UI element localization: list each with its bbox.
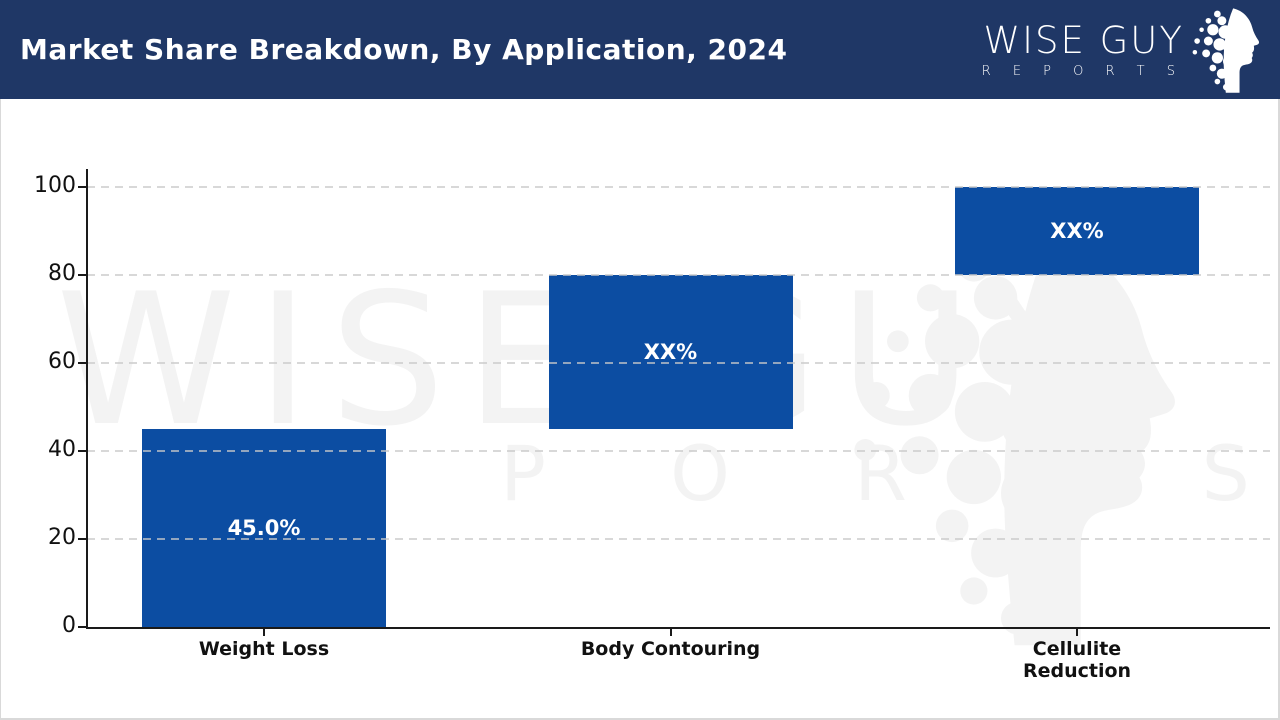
- header-banner: Market Share Breakdown, By Application, …: [0, 0, 1280, 99]
- y-tick-label: 0: [62, 613, 76, 638]
- wiseguy-logo: WISE GUY R E P O R T S: [982, 5, 1280, 95]
- x-tick-mark: [1076, 629, 1078, 636]
- grid-line: [87, 186, 1270, 188]
- y-tick-label: 60: [48, 349, 76, 374]
- x-tick-label: Cellulite Reduction: [1022, 638, 1132, 682]
- x-tick-mark: [669, 629, 672, 636]
- x-axis-line: [86, 627, 1270, 629]
- logo-subtitle: R E P O R T S: [981, 63, 1184, 79]
- y-tick-mark: [78, 362, 87, 364]
- x-tick-mark: [263, 629, 265, 636]
- y-axis-line: [86, 169, 88, 629]
- bar-value-label: 45.0%: [227, 516, 301, 540]
- logo-wordmark: WISE GUY: [983, 18, 1184, 62]
- page-title: Market Share Breakdown, By Application, …: [20, 33, 788, 66]
- grid-line: [87, 538, 1270, 540]
- bar: XX%: [955, 187, 1199, 275]
- logo-text: WISE GUY R E P O R T S: [982, 22, 1184, 78]
- x-tick-label: Weight Loss: [198, 638, 330, 660]
- y-tick-label: 100: [34, 173, 76, 198]
- y-tick-label: 80: [48, 261, 76, 286]
- grid-line: [87, 362, 1270, 364]
- bar-value-label: XX%: [1050, 219, 1104, 243]
- y-tick-mark: [78, 274, 87, 276]
- y-tick-label: 40: [48, 437, 76, 462]
- watermark-head-icon: [854, 238, 1175, 646]
- bar: XX%: [548, 275, 793, 429]
- y-tick-mark: [78, 626, 87, 628]
- bar: 45.0%: [142, 429, 386, 627]
- y-tick-mark: [78, 186, 87, 188]
- logo-head-icon: [1192, 7, 1260, 93]
- bar-value-label: XX%: [643, 340, 698, 364]
- y-tick-mark: [78, 538, 87, 540]
- y-tick-label: 20: [48, 525, 76, 550]
- x-tick-label: Body Contouring: [580, 638, 761, 660]
- grid-line: [87, 450, 1270, 452]
- grid-line: [87, 274, 1270, 276]
- y-tick-mark: [78, 450, 87, 452]
